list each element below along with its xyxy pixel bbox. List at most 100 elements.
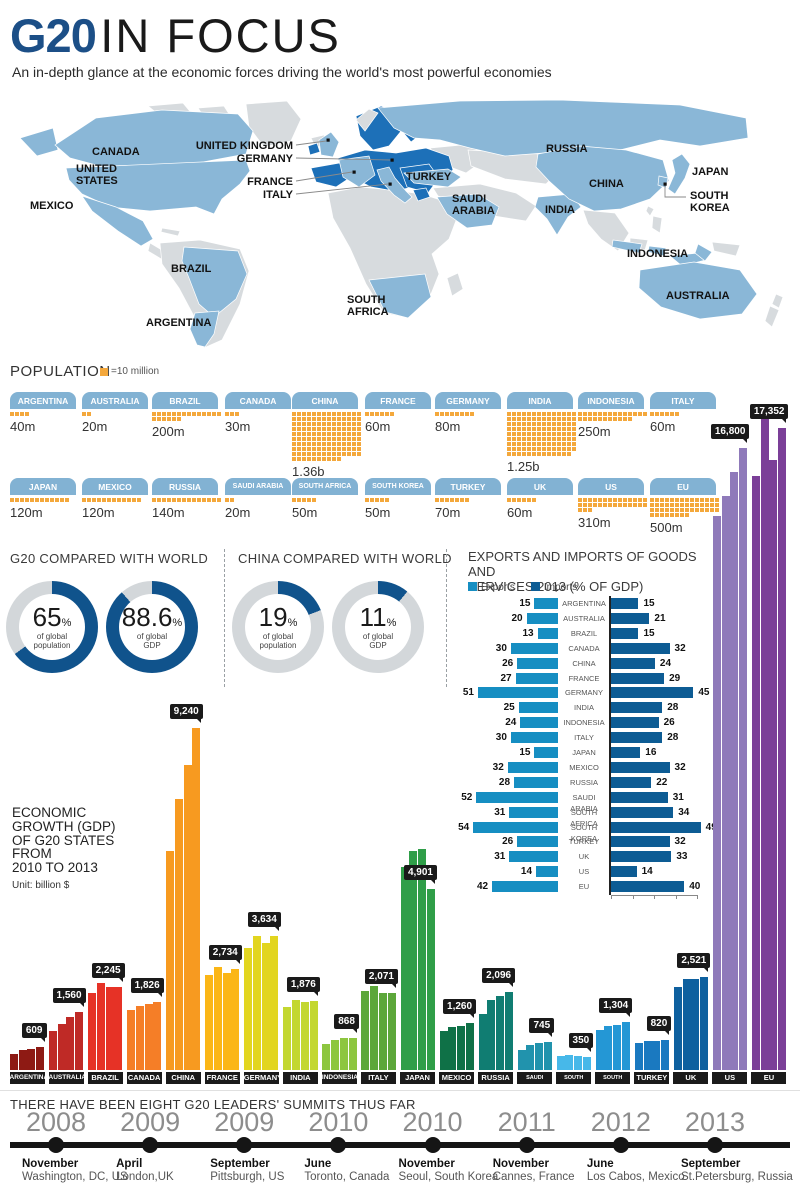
population-dot-icon [212,498,216,502]
population-dot-icon [297,498,301,502]
population-value: 50m [292,505,318,520]
population-dot-icon [583,412,587,416]
population-dots [82,498,152,502]
population-dot-icon [10,412,14,416]
population-dot-icon [512,432,516,436]
gdp-country-label: TURKEY [634,1072,670,1084]
population-dot-icon [655,508,659,512]
population-value: 20m [225,505,251,520]
population-dot-icon [357,437,361,441]
population-dot-icon [352,442,356,446]
population-tile-turkey: TURKEY 70m [435,478,505,520]
donut-hole: 88.6% of global GDP [119,594,185,660]
timeline-dot [142,1137,159,1153]
population-dot-icon [322,442,326,446]
timeline-month: November [398,1158,455,1170]
gdp-chart-title: ECONOMIC GROWTH (GDP) OF G20 STATES FROM 201… [12,806,116,893]
gdp-country-label: US [712,1072,748,1084]
import-bar [611,612,650,624]
donut-caption: of global population [259,631,297,650]
map-country-label: STATES [76,175,118,187]
gdp-country-label: ITALY [360,1072,396,1084]
population-dot-icon [665,513,669,517]
import-bar [611,627,639,639]
population-dot-icon [613,417,617,421]
population-dots [507,498,577,502]
import-value: 28 [667,702,679,714]
map-country-shape [338,155,376,188]
gdp-bar-france [205,975,214,1070]
population-tab: ARGENTINA [10,392,76,409]
population-dot-icon [650,412,654,416]
population-dot-icon [567,427,571,431]
gdp-bar-turkey [652,1040,661,1070]
import-value: 33 [676,851,688,863]
population-dot-icon [522,442,526,446]
population-dot-icon [460,412,464,416]
map-country-shape [65,159,251,215]
population-dot-icon [628,412,632,416]
gdp-bar-mexico [448,1026,457,1070]
population-dot-icon [302,452,306,456]
population-dot-icon [302,427,306,431]
population-dot-icon [297,442,301,446]
timeline-dot [518,1137,535,1153]
population-dot-icon [522,412,526,416]
population-dot-icon [122,498,126,502]
gdp-bar-india [292,1000,301,1070]
export-value: 14 [520,866,533,878]
import-value: 32 [674,836,686,848]
population-dot-icon [297,417,301,421]
population-dot-icon [40,498,44,502]
donut-caption: of global population [33,631,71,650]
population-dot-icon [562,412,566,416]
export-bar [536,866,558,878]
import-value: 15 [643,627,655,639]
import-bar [611,791,668,803]
percent-sign: % [287,616,298,629]
gdp-value-tag: 2,245 [91,962,125,982]
population-dot-icon [342,412,346,416]
population-dot-icon [680,503,684,507]
population-dot-icon [690,498,694,502]
population-dot-icon [292,422,296,426]
population-value: 20m [82,419,108,434]
population-dot-icon [217,412,221,416]
percent-sign: % [386,616,397,629]
population-dot-icon [307,447,311,451]
gdp-value-tag: 16,800 [710,424,750,444]
population-tab: ITALY [650,392,716,409]
gdp-country-label: BRAZIL [87,1072,123,1084]
trade-country-label: JAPAN [572,748,596,757]
map-country-shape [694,243,713,262]
population-dot-icon [665,498,669,502]
gdp-country-label: SOUTH AFRICA [556,1072,592,1084]
population-dot-icon [322,457,326,461]
population-dot-icon [537,442,541,446]
population-tile-italy: ITALY 60m [650,392,720,434]
export-value: 54 [458,821,470,833]
population-dot-icon [10,498,14,502]
population-tile-india: INDIA 1.25b [507,392,577,474]
population-dot-icon [302,437,306,441]
gdp-bar-south-africa [574,1055,583,1070]
timeline-location: Los Cabos, Mexico [586,1171,685,1183]
population-value: 80m [435,419,461,434]
population-dot-icon [357,447,361,451]
population-dot-icon [302,412,306,416]
population-dot-icon [332,427,336,431]
timeline-year: 2010 [308,1107,369,1137]
export-value: 20 [511,612,523,624]
population-dot-icon [172,412,176,416]
population-dot-icon [337,442,341,446]
map-country-shape [81,195,154,247]
import-bar [611,761,670,773]
donut-chart: 19% of global population [232,581,324,673]
gdp-bar-canada [127,1010,136,1070]
population-dot-icon [517,437,521,441]
map-country-label: AFRICA [347,306,389,318]
population-dot-icon [302,442,306,446]
population-dot-icon [322,432,326,436]
map-label-dot [663,182,667,186]
population-dot-icon [312,427,316,431]
